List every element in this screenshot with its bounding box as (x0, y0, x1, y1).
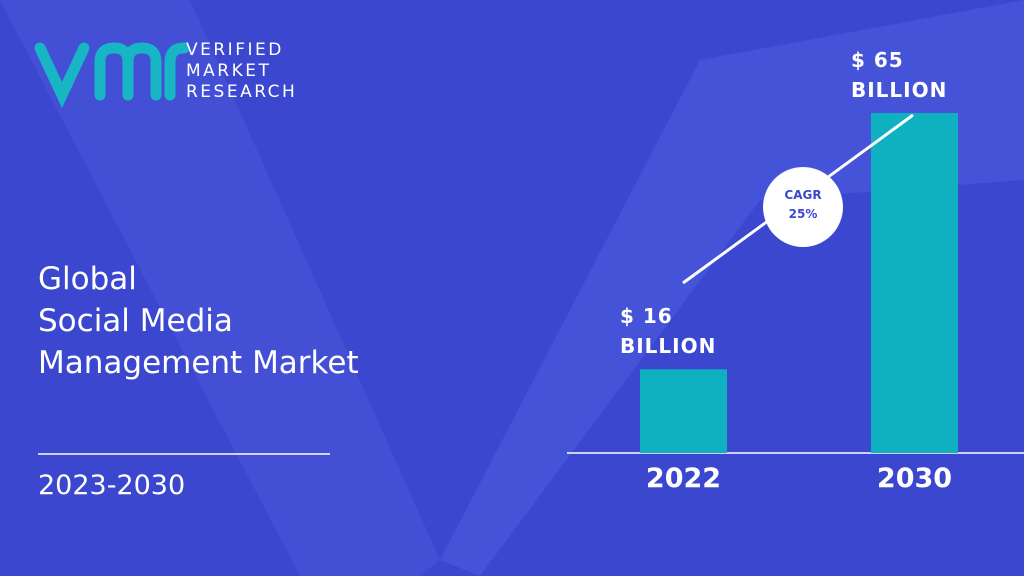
x-tick-label: 2030 (876, 463, 953, 494)
annotation: CAGR (784, 188, 822, 202)
annotation: 25% (788, 207, 818, 221)
value-label: $ 16 BILLION (620, 304, 717, 359)
logo-mark (34, 42, 190, 108)
logo-text: RESEARCH (186, 82, 298, 102)
chart-title: Global Social Media Management Market (38, 261, 359, 381)
logo-text: VERIFIED (186, 40, 284, 60)
bg-shape (0, 0, 440, 576)
x-tick-label: 2022 (645, 463, 722, 494)
cagr-badge (763, 167, 843, 247)
logo-text: MARKET (186, 61, 272, 81)
value-label: $ 65 BILLION (851, 48, 948, 102)
bar (871, 113, 958, 453)
bar (640, 369, 727, 453)
subtitle: 2023-2030 (38, 470, 186, 501)
